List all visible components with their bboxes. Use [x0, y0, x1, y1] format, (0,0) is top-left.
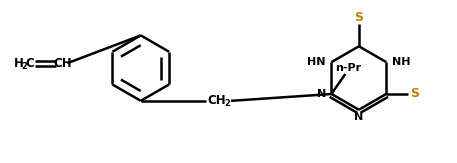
- Text: 2: 2: [224, 99, 230, 108]
- Text: CH: CH: [53, 57, 72, 70]
- Text: 2: 2: [22, 62, 28, 71]
- Text: C: C: [25, 57, 34, 70]
- Text: S: S: [354, 11, 363, 24]
- Text: N: N: [354, 112, 363, 122]
- Text: n-Pr: n-Pr: [335, 63, 361, 73]
- Text: HN: HN: [307, 57, 325, 67]
- Text: CH: CH: [208, 94, 226, 107]
- Text: S: S: [410, 87, 420, 100]
- Text: H: H: [14, 57, 24, 70]
- Text: NH: NH: [392, 57, 411, 67]
- Text: N: N: [317, 89, 326, 99]
